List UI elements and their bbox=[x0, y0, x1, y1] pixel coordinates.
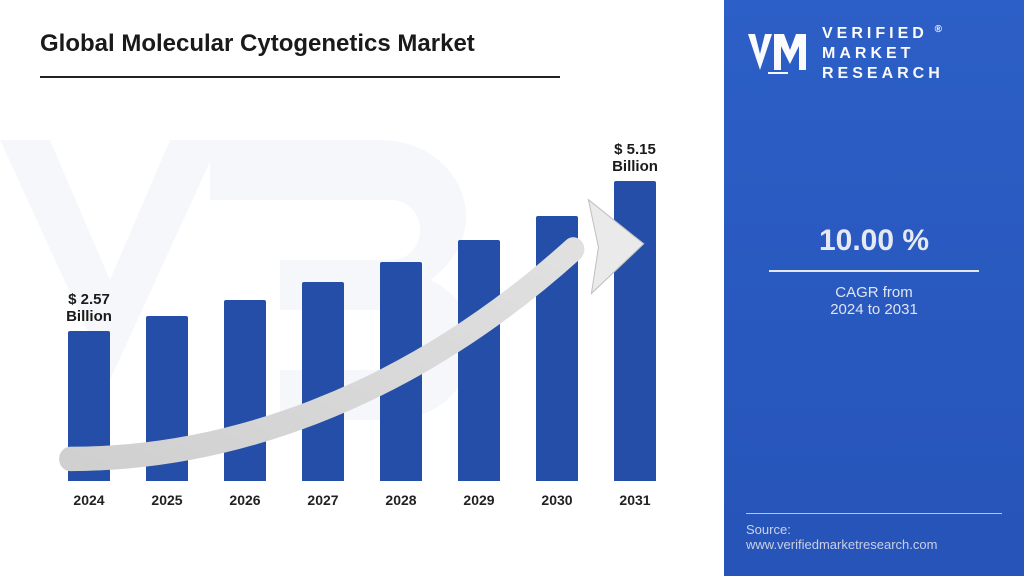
x-axis-label: 2030 bbox=[527, 492, 587, 508]
cagr-caption-line1: CAGR from bbox=[835, 284, 913, 301]
bar-slot bbox=[215, 300, 275, 481]
brand-logo: VERIFIED ® MARKET RESEARCH bbox=[746, 24, 1002, 84]
bar-slot bbox=[371, 262, 431, 481]
cagr-rule bbox=[769, 270, 979, 272]
cagr-value: 10.00 % bbox=[746, 224, 1002, 258]
bar bbox=[68, 331, 110, 481]
x-axis-labels: 2024 2025 2026 2027 2028 2029 2030 2031 bbox=[40, 492, 684, 508]
source-rule bbox=[746, 513, 1002, 514]
registered-icon: ® bbox=[928, 24, 946, 35]
page-container: Global Molecular Cytogenetics Market $ 2… bbox=[0, 0, 1024, 576]
cagr-caption: CAGR from 2024 to 2031 bbox=[746, 284, 1002, 318]
chart-panel: Global Molecular Cytogenetics Market $ 2… bbox=[0, 0, 724, 576]
brand-panel: VERIFIED ® MARKET RESEARCH 10.00 % CAGR … bbox=[724, 0, 1024, 576]
source-url: www.verifiedmarketresearch.com bbox=[746, 537, 1002, 552]
bar bbox=[536, 216, 578, 481]
brand-text: VERIFIED ® MARKET RESEARCH bbox=[822, 24, 946, 84]
bar bbox=[614, 181, 656, 481]
x-axis-label: 2024 bbox=[59, 492, 119, 508]
x-axis-label: 2025 bbox=[137, 492, 197, 508]
source-label: Source: bbox=[746, 522, 1002, 537]
bar-slot bbox=[449, 240, 509, 481]
bar-slot bbox=[527, 216, 587, 481]
bar-value-label: $ 5.15Billion bbox=[612, 141, 658, 176]
bar bbox=[224, 300, 266, 481]
bar-slot bbox=[137, 316, 197, 481]
brand-line-1: VERIFIED bbox=[822, 25, 928, 42]
x-axis-label: 2026 bbox=[215, 492, 275, 508]
bar-slot bbox=[293, 282, 353, 481]
brand-line-3: RESEARCH bbox=[822, 64, 946, 84]
cagr-block: 10.00 % CAGR from 2024 to 2031 bbox=[746, 224, 1002, 318]
x-axis-label: 2028 bbox=[371, 492, 431, 508]
bar-slot: $ 5.15Billion bbox=[605, 181, 665, 481]
x-axis-label: 2031 bbox=[605, 492, 665, 508]
x-axis-label: 2029 bbox=[449, 492, 509, 508]
brand-line-2: MARKET bbox=[822, 44, 946, 64]
page-title: Global Molecular Cytogenetics Market bbox=[40, 30, 684, 58]
source-block: Source: www.verifiedmarketresearch.com bbox=[746, 493, 1002, 552]
bars-area: $ 2.57Billion $ 5.15Billion bbox=[40, 128, 684, 482]
bar-slot: $ 2.57Billion bbox=[59, 331, 119, 481]
bar bbox=[380, 262, 422, 481]
title-rule bbox=[40, 76, 560, 78]
bar bbox=[302, 282, 344, 481]
bar bbox=[146, 316, 188, 481]
bar bbox=[458, 240, 500, 481]
x-axis-label: 2027 bbox=[293, 492, 353, 508]
vm-logo-icon bbox=[746, 30, 810, 78]
bar-chart: $ 2.57Billion$ 5.15Billion 2024202520262… bbox=[40, 128, 684, 508]
cagr-caption-line2: 2024 to 2031 bbox=[830, 301, 918, 318]
bar-value-label: $ 2.57Billion bbox=[66, 291, 112, 326]
